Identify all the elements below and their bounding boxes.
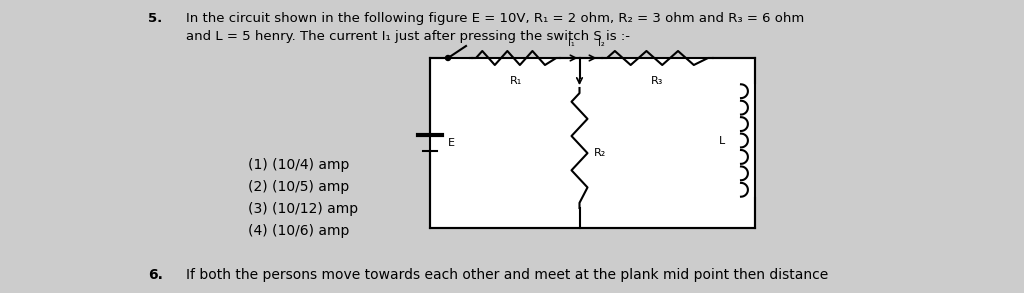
Text: L: L (719, 135, 725, 146)
Text: and L = 5 henry. The current I₁ just after pressing the switch S is :-: and L = 5 henry. The current I₁ just aft… (186, 30, 630, 43)
Text: 5.: 5. (148, 12, 162, 25)
Text: R₁: R₁ (510, 76, 522, 86)
Text: I₂: I₂ (598, 38, 605, 48)
Text: If both the persons move towards each other and meet at the plank mid point then: If both the persons move towards each ot… (186, 268, 828, 282)
Text: 6.: 6. (148, 268, 163, 282)
Text: E: E (449, 138, 455, 148)
Bar (430, 58, 755, 228)
Text: (3) (10/12) amp: (3) (10/12) amp (248, 202, 358, 216)
Text: (4) (10/6) amp: (4) (10/6) amp (248, 224, 349, 238)
Text: (2) (10/5) amp: (2) (10/5) amp (248, 180, 349, 194)
Text: R₂: R₂ (594, 148, 606, 158)
Text: In the circuit shown in the following figure E = 10V, R₁ = 2 ohm, R₂ = 3 ohm and: In the circuit shown in the following fi… (186, 12, 804, 25)
Text: R₃: R₃ (651, 76, 664, 86)
Circle shape (445, 55, 451, 60)
Text: (1) (10/4) amp: (1) (10/4) amp (248, 158, 349, 172)
Text: I₁: I₁ (568, 38, 574, 48)
